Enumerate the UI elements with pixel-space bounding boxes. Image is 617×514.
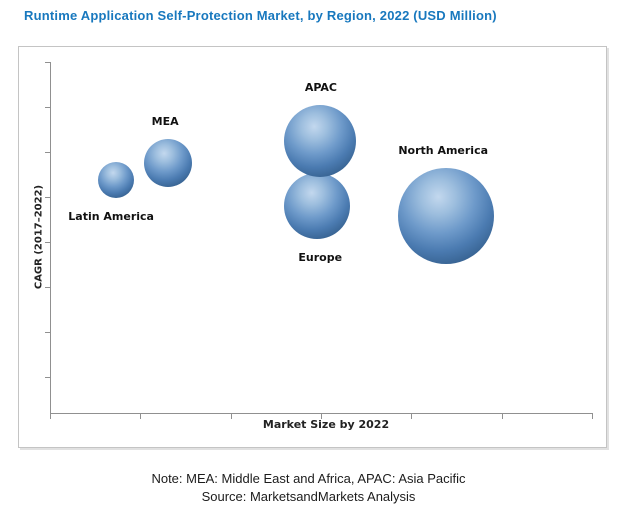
- y-axis: [50, 62, 51, 413]
- bubble-latin-america: [98, 161, 135, 198]
- bubble-label-mea: MEA: [151, 115, 179, 129]
- x-axis-tick: [411, 414, 412, 419]
- y-axis-tick: [45, 152, 50, 153]
- y-axis-tick: [45, 332, 50, 333]
- bubble-label-apac: APAC: [304, 80, 337, 94]
- y-axis-tick: [45, 242, 50, 243]
- x-axis-label: Market Size by 2022: [262, 418, 390, 431]
- footer-source: Source: MarketsandMarkets Analysis: [201, 489, 416, 504]
- y-axis-tick: [45, 377, 50, 378]
- x-axis-tick: [50, 414, 51, 419]
- y-axis-tick: [45, 287, 50, 288]
- x-axis-tick: [592, 414, 593, 419]
- bubble-mea: [144, 139, 193, 188]
- bubble-apac: [283, 104, 356, 177]
- x-axis-tick: [231, 414, 232, 419]
- y-axis-tick: [45, 62, 50, 63]
- x-axis-tick: [321, 414, 322, 419]
- y-axis-tick: [45, 197, 50, 198]
- x-axis: [50, 413, 593, 414]
- y-axis-label: CAGR (2017–2022): [33, 184, 45, 290]
- bubble-europe: [284, 172, 351, 239]
- bubble-label-north-america: North America: [398, 144, 489, 158]
- chart-footer: Note: MEA: Middle East and Africa, APAC:…: [0, 470, 617, 506]
- y-axis-tick: [45, 107, 50, 108]
- chart-frame: [18, 46, 607, 448]
- bubble-label-europe: Europe: [298, 250, 343, 264]
- x-axis-tick: [140, 414, 141, 419]
- bubble-label-latin-america: Latin America: [68, 209, 154, 223]
- bubble-north-america: [398, 168, 495, 265]
- footer-note: Note: MEA: Middle East and Africa, APAC:…: [151, 471, 466, 486]
- x-axis-tick: [502, 414, 503, 419]
- chart-title: Runtime Application Self-Protection Mark…: [24, 8, 497, 23]
